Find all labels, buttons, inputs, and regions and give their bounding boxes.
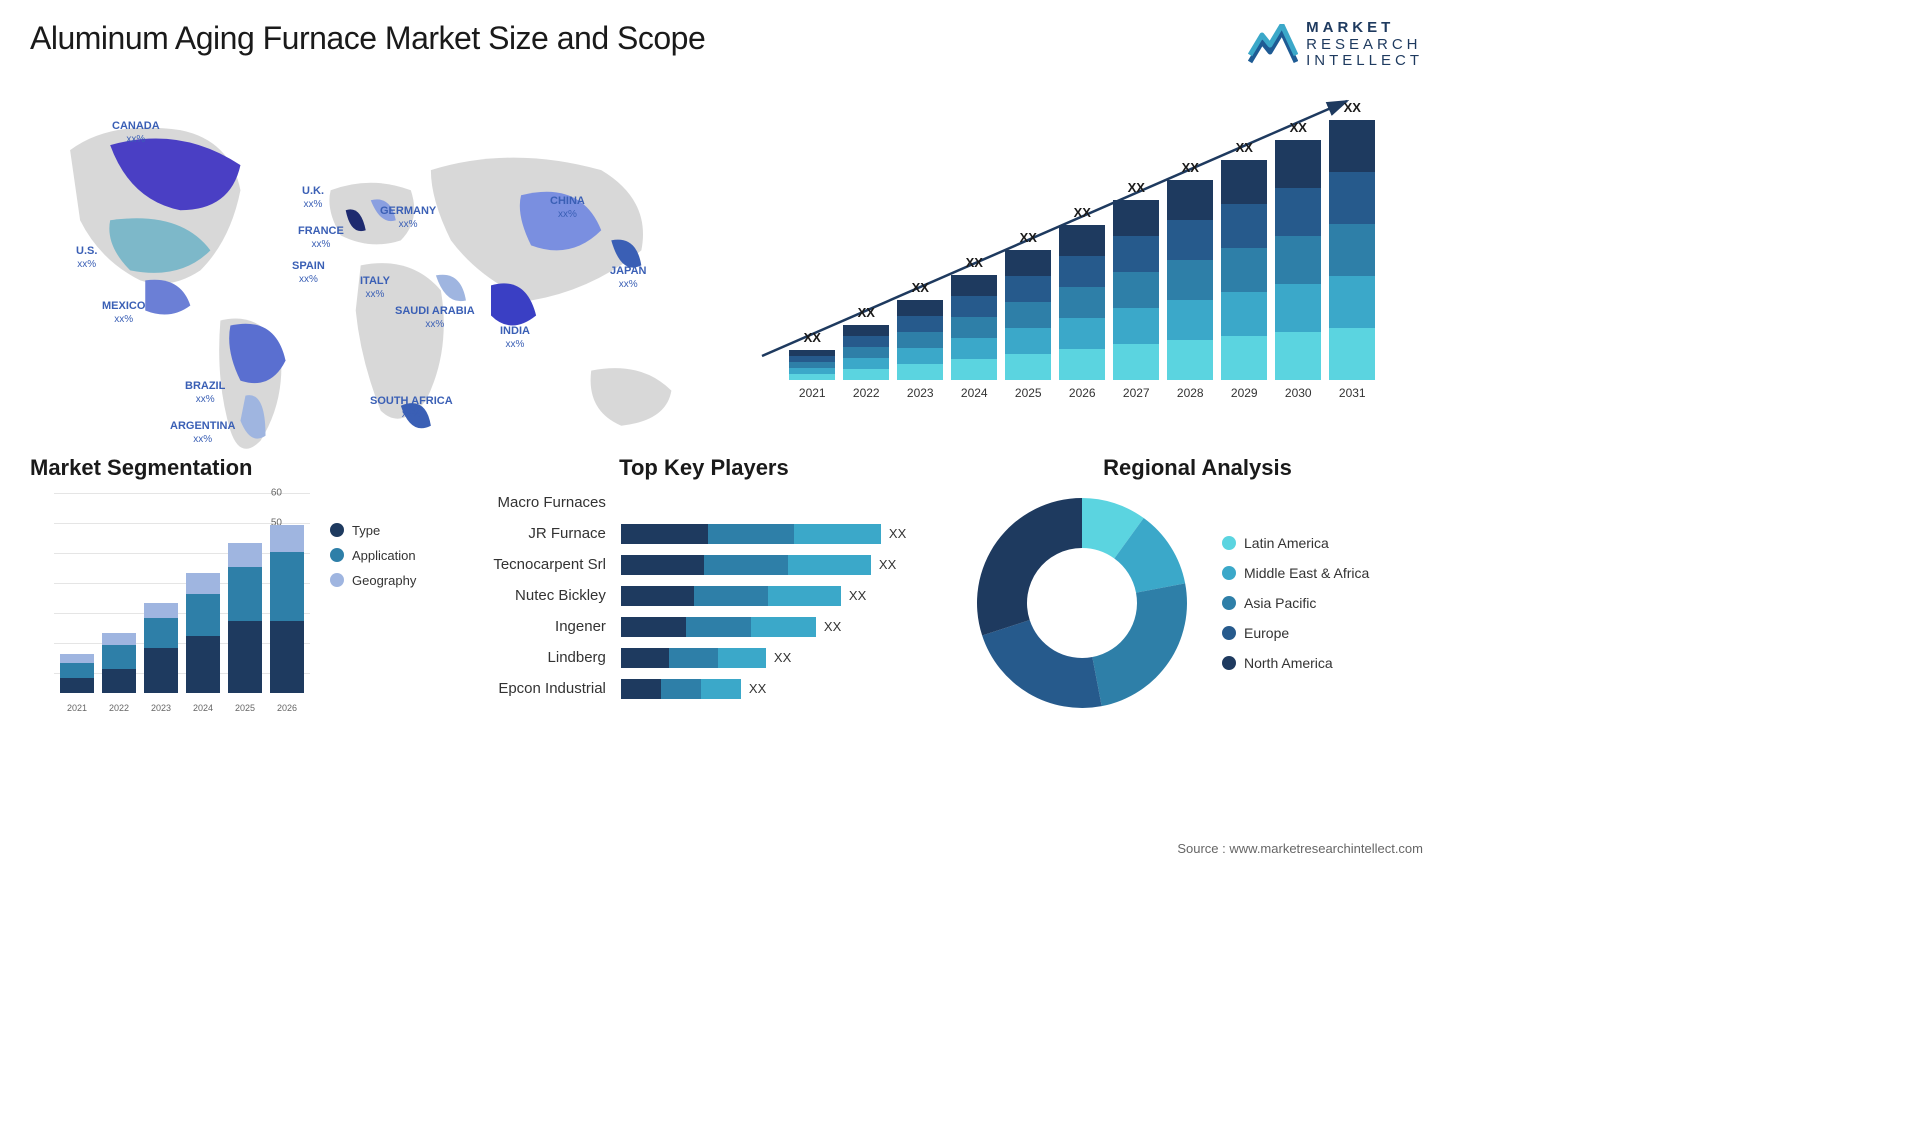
donut-slice-asiapacific [1092,583,1187,706]
growth-bar-2026: XX2026 [1059,225,1105,400]
country-label-france: FRANCExx% [298,225,344,251]
player-bar-6: XX [621,679,952,699]
player-label-5: Lindberg [456,648,606,668]
country-label-saudiarabia: SAUDI ARABIAxx% [395,305,475,331]
country-label-canada: CANADAxx% [112,120,160,146]
seg-bar-2024 [186,573,220,693]
country-label-argentina: ARGENTINAxx% [170,420,235,446]
region-legend-europe: Europe [1222,625,1369,641]
segmentation-legend: Type Application Geography [330,493,416,713]
world-map-chart: CANADAxx%U.S.xx%MEXICOxx%BRAZILxx%ARGENT… [30,90,712,430]
player-label-3: Nutec Bickley [456,586,606,606]
regional-donut-chart: Latin America Middle East & Africa Asia Pa… [972,493,1423,713]
player-bar-2: XX [621,555,952,575]
seg-legend-application: Application [330,548,416,563]
growth-bar-2031: XX2031 [1329,120,1375,400]
growth-bar-2028: XX2028 [1167,180,1213,400]
country-label-india: INDIAxx% [500,325,530,351]
logo-icon [1248,24,1298,66]
regional-legend: Latin America Middle East & Africa Asia Pa… [1222,535,1369,671]
growth-bar-2030: XX2030 [1275,140,1321,400]
growth-bar-2027: XX2027 [1113,200,1159,400]
region-legend-northamerica: North America [1222,655,1369,671]
logo-text-1: MARKET [1306,20,1423,37]
logo-text-2: RESEARCH [1306,37,1423,54]
growth-bar-2021: XX2021 [789,350,835,400]
region-legend-latinamerica: Latin America [1222,535,1369,551]
growth-bar-2029: XX2029 [1221,160,1267,400]
player-label-1: JR Furnace [456,524,606,544]
growth-bar-2023: XX2023 [897,300,943,400]
market-growth-chart: XX2021XX2022XX2023XX2024XX2025XX2026XX20… [742,90,1424,430]
growth-bar-2025: XX2025 [1005,250,1051,400]
country-label-us: U.S.xx% [76,245,97,271]
country-label-italy: ITALYxx% [360,275,390,301]
player-label-6: Epcon Industrial [456,679,606,699]
country-label-japan: JAPANxx% [610,265,646,291]
country-label-southafrica: SOUTH AFRICAxx% [370,395,453,421]
donut-slice-europe [982,619,1102,707]
key-players-chart: Macro Furnaces JR Furnace Tecnocarpent Srl… [456,493,952,699]
seg-bar-2026 [270,525,304,693]
player-bar-1: XX [621,524,952,544]
logo-text-3: INTELLECT [1306,53,1423,70]
seg-bar-2025 [228,543,262,693]
regional-title: Regional Analysis [972,455,1423,481]
seg-legend-type: Type [330,523,416,538]
country-label-china: CHINAxx% [550,195,585,221]
segmentation-chart: 0102030405060 202120222023202420252026 T… [30,493,436,713]
seg-bar-2023 [144,603,178,693]
country-label-mexico: MEXICOxx% [102,300,145,326]
country-label-germany: GERMANYxx% [380,205,436,231]
country-label-brazil: BRAZILxx% [185,380,225,406]
player-bar-5: XX [621,648,952,668]
player-bar-3: XX [621,586,952,606]
brand-logo: MARKET RESEARCH INTELLECT [1248,20,1423,70]
seg-legend-geography: Geography [330,573,416,588]
growth-bar-2024: XX2024 [951,275,997,400]
seg-bar-2022 [102,633,136,693]
player-label-0: Macro Furnaces [456,493,606,513]
player-bar-4: XX [621,617,952,637]
country-label-spain: SPAINxx% [292,260,325,286]
donut-slice-northamerica [977,498,1082,635]
source-attribution: Source : www.marketresearchintellect.com [1177,841,1423,856]
region-legend-middleeastafrica: Middle East & Africa [1222,565,1369,581]
growth-bar-2022: XX2022 [843,325,889,400]
page-title: Aluminum Aging Furnace Market Size and S… [30,20,705,57]
player-label-2: Tecnocarpent Srl [456,555,606,575]
seg-bar-2021 [60,654,94,693]
player-label-4: Ingener [456,617,606,637]
country-label-uk: U.K.xx% [302,185,324,211]
player-bar-0 [621,493,952,513]
region-legend-asiapacific: Asia Pacific [1222,595,1369,611]
